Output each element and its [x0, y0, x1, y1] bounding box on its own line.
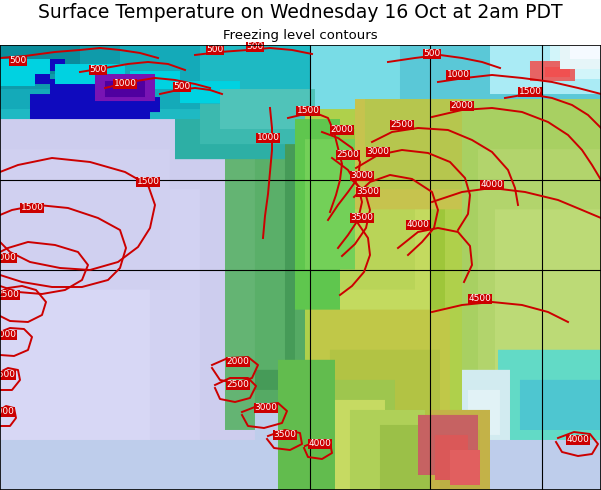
Text: 3500: 3500: [356, 188, 379, 196]
Text: 2500: 2500: [0, 291, 19, 299]
Text: 4000: 4000: [308, 440, 331, 448]
Text: 4000: 4000: [567, 436, 590, 444]
Text: 4000: 4000: [406, 220, 430, 229]
Text: 2500: 2500: [337, 150, 359, 159]
Text: 4000: 4000: [481, 180, 504, 190]
Text: 500: 500: [206, 46, 224, 54]
Text: 2000: 2000: [451, 101, 474, 110]
Text: 3500: 3500: [0, 370, 16, 379]
Text: 3000: 3000: [367, 147, 389, 156]
Text: 500: 500: [10, 56, 26, 66]
Text: 1000: 1000: [447, 71, 469, 79]
Text: 500: 500: [246, 43, 264, 51]
Text: 1500: 1500: [20, 203, 43, 213]
Text: 2000: 2000: [0, 253, 16, 263]
Text: Freezing level contours: Freezing level contours: [223, 29, 378, 43]
Text: 500: 500: [173, 82, 191, 92]
Text: 500: 500: [423, 49, 441, 58]
Text: 2000: 2000: [331, 125, 353, 134]
Text: 500: 500: [90, 66, 106, 74]
Text: 3500: 3500: [350, 214, 373, 222]
Text: 2000: 2000: [227, 358, 249, 367]
Text: 3000: 3000: [350, 172, 373, 180]
Text: 4000: 4000: [0, 408, 14, 416]
Text: 3000: 3000: [0, 330, 16, 340]
Text: 2500: 2500: [391, 121, 413, 129]
Text: 2500: 2500: [227, 381, 249, 390]
Text: 1500: 1500: [519, 88, 542, 97]
Text: 1000: 1000: [114, 79, 136, 89]
Text: 1500: 1500: [296, 106, 320, 116]
Text: 1500: 1500: [136, 177, 159, 187]
Text: 4500: 4500: [469, 294, 492, 303]
Text: 3500: 3500: [273, 431, 296, 440]
Text: Surface Temperature on Wednesday 16 Oct at 2am PDT: Surface Temperature on Wednesday 16 Oct …: [38, 3, 563, 22]
Text: 3000: 3000: [254, 403, 278, 413]
Text: 1000: 1000: [257, 133, 279, 143]
